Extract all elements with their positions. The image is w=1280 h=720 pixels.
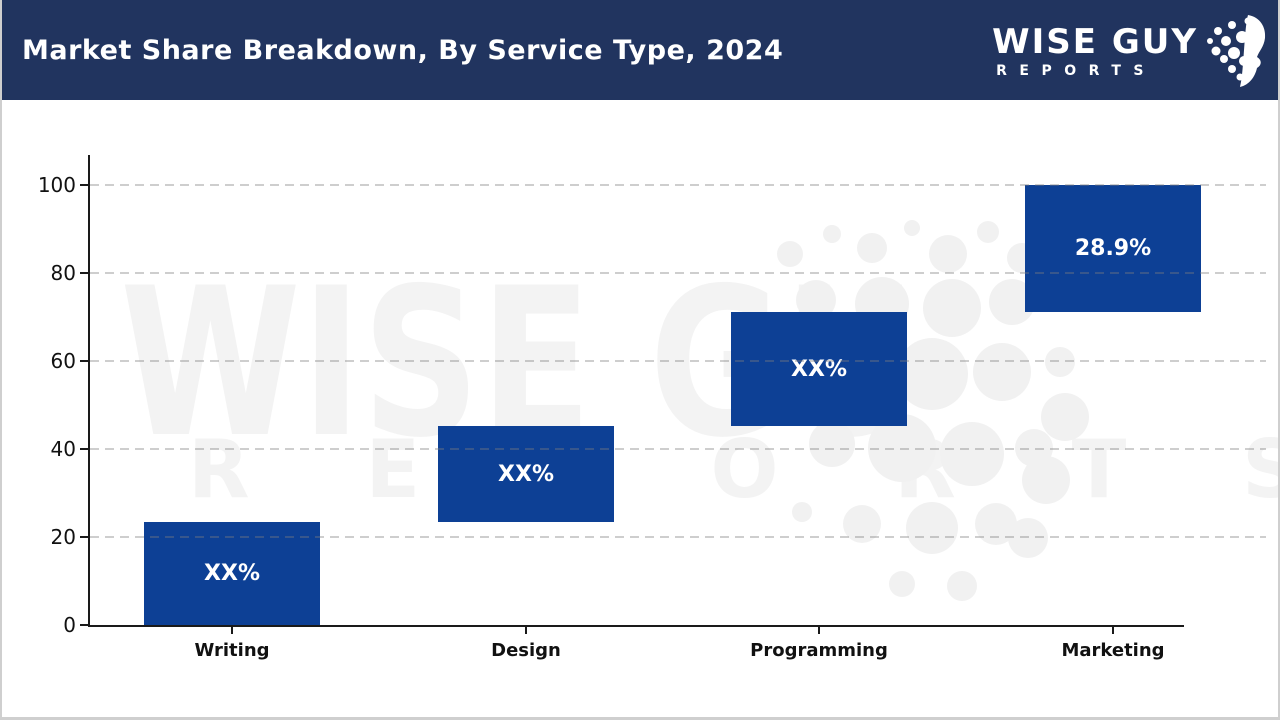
bar-design: XX% xyxy=(438,426,614,523)
plot-area: XX% XX% XX% 28.9% xyxy=(90,185,1201,625)
brand-logo: WISE GUY REPORTS xyxy=(992,8,1268,94)
y-tick-label-0: 0 xyxy=(63,613,76,637)
y-tick-label-40: 40 xyxy=(50,437,76,461)
logo-wordmark: WISE GUY xyxy=(992,21,1198,62)
x-tick-label-programming: Programming xyxy=(750,640,888,661)
bar-writing: XX% xyxy=(144,522,320,625)
y-tick-mark-100 xyxy=(80,184,88,186)
watermark-reports-text: R E P O R T S xyxy=(188,423,1280,516)
bar-marketing: 28.9% xyxy=(1025,185,1201,313)
y-tick-label-20: 20 xyxy=(50,525,76,549)
y-axis-spine xyxy=(88,155,90,627)
x-tick-mark-marketing xyxy=(1112,627,1114,634)
bar-value-label: 28.9% xyxy=(1074,236,1152,262)
bar-programming: XX% xyxy=(731,312,907,427)
y-tick-label-60: 60 xyxy=(50,349,76,373)
page-title: Market Share Breakdown, By Service Type,… xyxy=(22,34,784,66)
bar-value-label: XX% xyxy=(791,356,847,382)
header-bar: Market Share Breakdown, By Service Type,… xyxy=(2,0,1278,100)
x-tick-label-design: Design xyxy=(491,640,561,661)
bar-value-label: XX% xyxy=(204,561,260,587)
x-tick-mark-writing xyxy=(231,627,233,634)
x-tick-mark-programming xyxy=(818,627,820,634)
x-axis-spine xyxy=(88,625,1184,627)
x-tick-label-writing: Writing xyxy=(194,640,270,661)
bar-value-label: XX% xyxy=(498,461,554,487)
y-tick-mark-40 xyxy=(80,448,88,450)
logo-face-icon xyxy=(1207,15,1266,87)
y-tick-mark-0 xyxy=(80,624,88,626)
y-tick-mark-20 xyxy=(80,536,88,538)
y-tick-label-100: 100 xyxy=(37,173,76,197)
logo-subtext: REPORTS xyxy=(996,62,1156,79)
y-tick-mark-60 xyxy=(80,360,88,362)
x-tick-mark-design xyxy=(525,627,527,634)
y-tick-mark-80 xyxy=(80,272,88,274)
x-tick-label-marketing: Marketing xyxy=(1061,640,1165,661)
y-tick-label-80: 80 xyxy=(50,261,76,285)
